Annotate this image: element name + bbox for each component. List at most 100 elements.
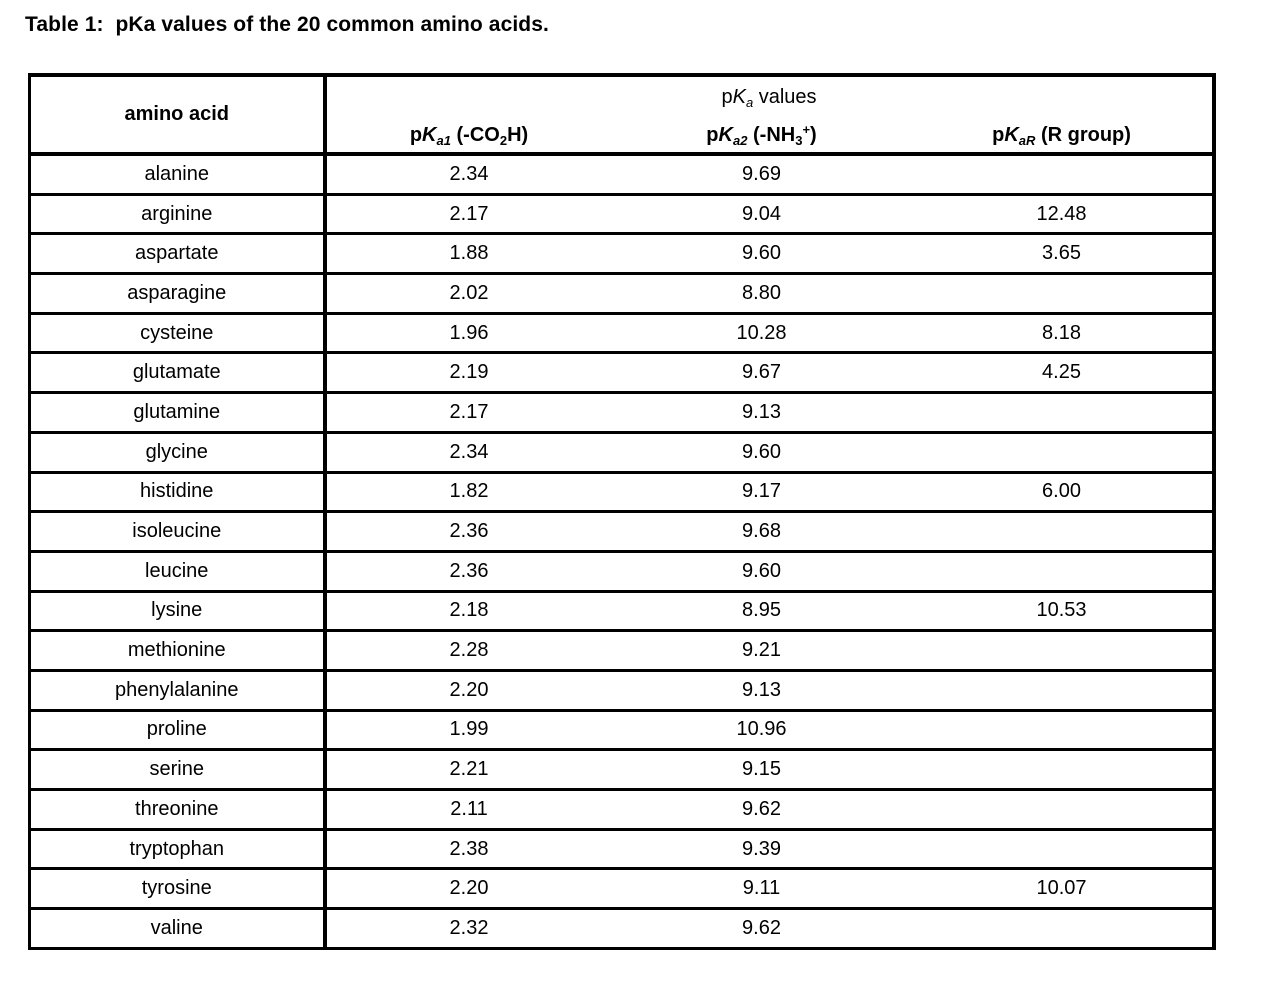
pkar-cell: 10.07 <box>1036 877 1087 900</box>
pka2-cell: 9.13 <box>742 400 781 423</box>
pka1-cell: 2.20 <box>449 678 489 701</box>
table-row: threonine 2.11 9.62 <box>29 789 1214 830</box>
table-row: tryptophan 2.38 9.39 <box>29 829 1214 869</box>
amino-acid-cell: valine <box>29 908 327 949</box>
pka2-cell: 10.96 <box>736 718 787 741</box>
table-row: phenylalanine 2.20 9.13 <box>29 670 1214 711</box>
pka2-cell: 9.68 <box>742 520 781 543</box>
pka2-cell: 8.80 <box>742 281 781 304</box>
pka2-cell: 9.60 <box>742 559 781 582</box>
pkar-cell <box>912 750 1214 790</box>
table-row: glycine 2.34 9.60 <box>29 432 1214 472</box>
pkar-cell: 8.18 <box>1042 321 1081 344</box>
pka1-cell: 2.02 <box>449 281 489 304</box>
pka2-cell: 9.60 <box>742 242 781 265</box>
header-pka-values-group: pKa values <box>721 85 817 110</box>
amino-acid-cell: methionine <box>29 630 327 671</box>
table-row: cysteine 1.96 10.28 8.18 <box>29 313 1214 353</box>
pkar-cell <box>912 274 1214 314</box>
pka1-cell: 1.99 <box>449 718 489 741</box>
pka2-cell: 9.39 <box>742 837 781 860</box>
table-row: aspartate 1.88 9.60 3.65 <box>29 233 1214 274</box>
pka1-cell: 2.36 <box>449 520 489 543</box>
amino-acid-cell: leucine <box>29 551 327 592</box>
pka1-cell: 2.18 <box>449 599 489 622</box>
pka2-cell: 9.62 <box>742 916 781 939</box>
pkar-cell: 3.65 <box>1042 242 1081 265</box>
table-row: isoleucine 2.36 9.68 <box>29 511 1214 552</box>
pkar-cell <box>912 432 1214 472</box>
pkar-cell <box>912 829 1214 869</box>
pkar-cell: 12.48 <box>1036 202 1087 225</box>
pkar-cell: 4.25 <box>1042 361 1081 384</box>
header-amino-acid-label: amino acid <box>124 103 229 125</box>
pka2-cell: 9.17 <box>742 480 781 503</box>
table-row: tyrosine 2.20 9.11 10.07 <box>29 868 1214 909</box>
pka2-cell: 9.15 <box>742 758 781 781</box>
table-row: histidine 1.82 9.17 6.00 <box>29 472 1214 512</box>
header-pka1: pKa1 (-CO2H) <box>409 124 529 148</box>
table-row: arginine 2.17 9.04 12.48 <box>29 194 1214 234</box>
pka1-cell: 2.17 <box>449 400 489 423</box>
table-row: glutamate 2.19 9.67 4.25 <box>29 352 1214 393</box>
amino-acid-cell: cysteine <box>29 313 327 353</box>
pkar-cell <box>912 909 1214 949</box>
pka1-cell: 2.21 <box>449 758 489 781</box>
amino-acid-cell: proline <box>29 710 327 750</box>
pka1-cell: 2.36 <box>449 559 489 582</box>
pkar-cell <box>912 631 1214 671</box>
pkar-cell <box>912 393 1214 433</box>
table-row: serine 2.21 9.15 <box>29 749 1214 790</box>
amino-acid-cell: threonine <box>29 789 327 830</box>
amino-acid-cell: asparagine <box>29 273 327 314</box>
amino-acid-cell: glutamate <box>29 352 327 393</box>
pkar-cell: 6.00 <box>1042 480 1081 503</box>
amino-acid-cell: aspartate <box>29 233 327 274</box>
pka2-cell: 9.11 <box>742 877 781 900</box>
pka-table: amino acid pKa values pKa1 (-CO2H) pKa2 … <box>28 73 1216 950</box>
amino-acid-cell: glycine <box>29 432 327 472</box>
amino-acid-cell: glutamine <box>29 392 327 433</box>
amino-acid-cell: arginine <box>29 194 327 234</box>
pka1-cell: 2.32 <box>449 916 489 939</box>
pka2-cell: 9.60 <box>742 440 781 463</box>
pka1-cell: 2.34 <box>449 440 489 463</box>
header-sub-row: pKa1 (-CO2H) pKa2 (-NH3+) pKaR (R group) <box>30 117 1214 154</box>
pka1-cell: 2.19 <box>449 361 489 384</box>
pka2-cell: 10.28 <box>736 321 787 344</box>
pka1-cell: 2.11 <box>450 797 488 820</box>
pka1-cell: 1.96 <box>449 321 489 344</box>
pka2-cell: 9.62 <box>742 797 781 820</box>
header-group-row: amino acid pKa values <box>29 75 1214 154</box>
pkar-cell <box>912 710 1214 750</box>
table-body: alanine 2.34 9.69 arginine 2.17 9.04 12.48 aspa… <box>29 154 1214 949</box>
amino-acid-cell: histidine <box>29 472 327 512</box>
amino-acid-cell: lysine <box>29 591 327 631</box>
pka2-cell: 9.69 <box>742 162 781 185</box>
pka2-cell: 9.21 <box>742 639 781 662</box>
table-row: methionine 2.28 9.21 <box>29 630 1214 671</box>
pka1-cell: 1.82 <box>449 480 489 503</box>
pka1-cell: 2.34 <box>449 162 489 185</box>
table-row: glutamine 2.17 9.13 <box>29 392 1214 433</box>
table-header: amino acid pKa values pKa1 (-CO2H) pKa2 … <box>29 75 1214 154</box>
amino-acid-cell: serine <box>29 749 327 790</box>
header-amino-acid: amino acid <box>29 75 327 154</box>
table-row: valine 2.32 9.62 <box>29 908 1214 949</box>
pka2-cell: 9.13 <box>742 678 781 701</box>
header-pkar: pKaR (R group) <box>992 124 1131 148</box>
header-pka2: pKa2 (-NH3+) <box>706 122 817 148</box>
amino-acid-cell: isoleucine <box>29 511 327 552</box>
pka1-cell: 2.20 <box>449 877 489 900</box>
pka1-cell: 1.88 <box>449 242 489 265</box>
pka2-cell: 9.04 <box>742 202 781 225</box>
amino-acid-cell: tryptophan <box>29 829 327 869</box>
table-row: asparagine 2.02 8.80 <box>29 273 1214 314</box>
pka1-cell: 2.17 <box>449 202 489 225</box>
pkar-cell <box>912 670 1214 710</box>
table-row: alanine 2.34 9.69 <box>29 154 1214 195</box>
amino-acid-cell: phenylalanine <box>29 670 327 711</box>
pka1-cell: 2.38 <box>449 837 489 860</box>
table-row: leucine 2.36 9.60 <box>29 551 1214 592</box>
table-row: proline 1.99 10.96 <box>29 710 1214 750</box>
